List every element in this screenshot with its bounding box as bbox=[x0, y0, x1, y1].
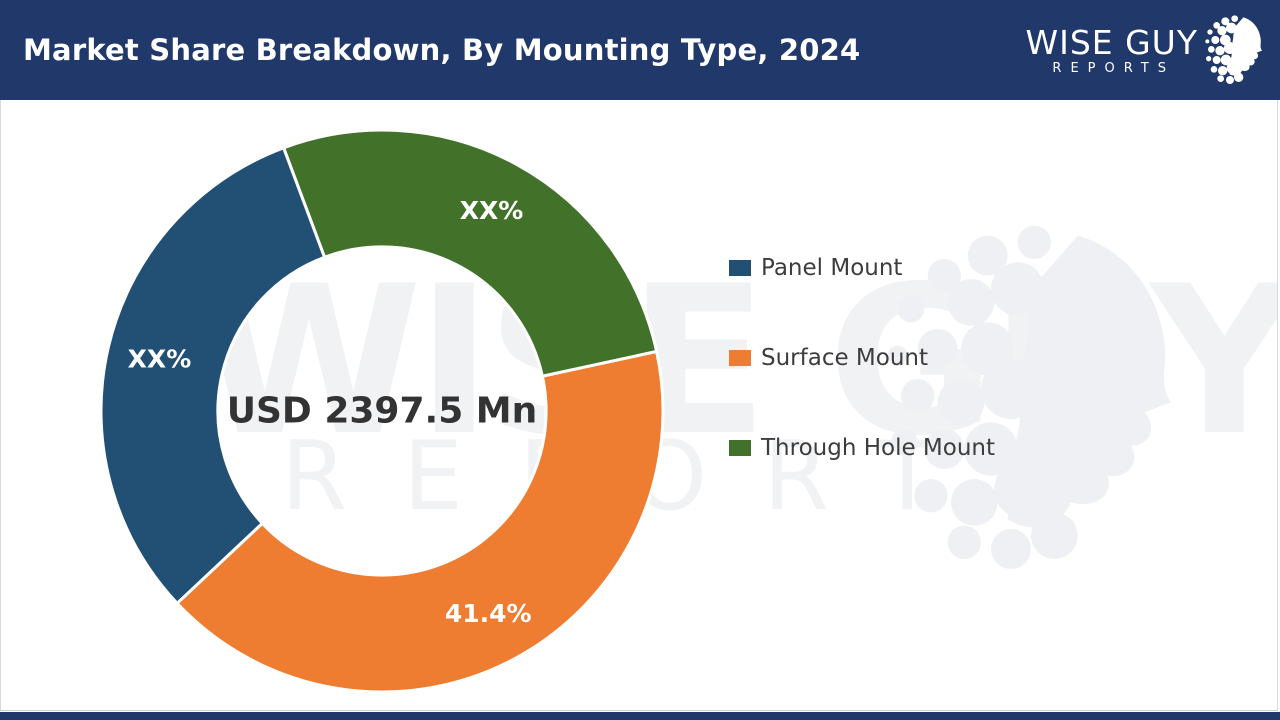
legend-item-panel-mount: Panel Mount bbox=[729, 252, 995, 284]
legend-item-surface-mount: Surface Mount bbox=[729, 342, 995, 374]
legend-swatch-surface-mount bbox=[729, 350, 751, 366]
donut-center-value: USD 2397.5 Mn bbox=[227, 391, 537, 432]
legend-label: Panel Mount bbox=[761, 254, 903, 281]
donut-segment-panel-mount bbox=[99, 145, 327, 606]
legend-label: Through Hole Mount bbox=[761, 434, 996, 461]
brand-head-icon bbox=[1205, 15, 1262, 84]
chart-area: WISE GUY REPORTS XX% 41.4% XX% USD 2397.5 M… bbox=[0, 100, 1278, 711]
legend-swatch-through-hole-mount bbox=[729, 440, 751, 456]
brand-logo-text: WISE GUY REPORTS bbox=[1025, 26, 1198, 75]
brand-logo: WISE GUY REPORTS bbox=[1025, 13, 1266, 87]
brand-name: WISE GUY bbox=[1025, 22, 1198, 62]
segment-percentage-label: XX% bbox=[460, 196, 524, 225]
legend-label: Surface Mount bbox=[761, 344, 929, 371]
donut-chart: XX% 41.4% XX% USD 2397.5 Mn bbox=[99, 128, 665, 694]
header-bar: Market Share Breakdown, By Mounting Type… bbox=[0, 0, 1280, 100]
page-title: Market Share Breakdown, By Mounting Type… bbox=[23, 33, 861, 67]
chart-legend: Panel Mount Surface Mount Through Hole M… bbox=[729, 252, 995, 522]
legend-swatch-panel-mount bbox=[729, 260, 751, 276]
brand-subname: REPORTS bbox=[1052, 60, 1176, 76]
donut-segment-surface-mount bbox=[174, 349, 665, 694]
donut-segment-through-hole-mount bbox=[281, 128, 659, 379]
footer-bar bbox=[0, 712, 1280, 720]
segment-percentage-label: XX% bbox=[128, 344, 192, 373]
legend-item-through-hole-mount: Through Hole Mount bbox=[729, 432, 995, 464]
segment-percentage-label: 41.4% bbox=[445, 599, 532, 628]
